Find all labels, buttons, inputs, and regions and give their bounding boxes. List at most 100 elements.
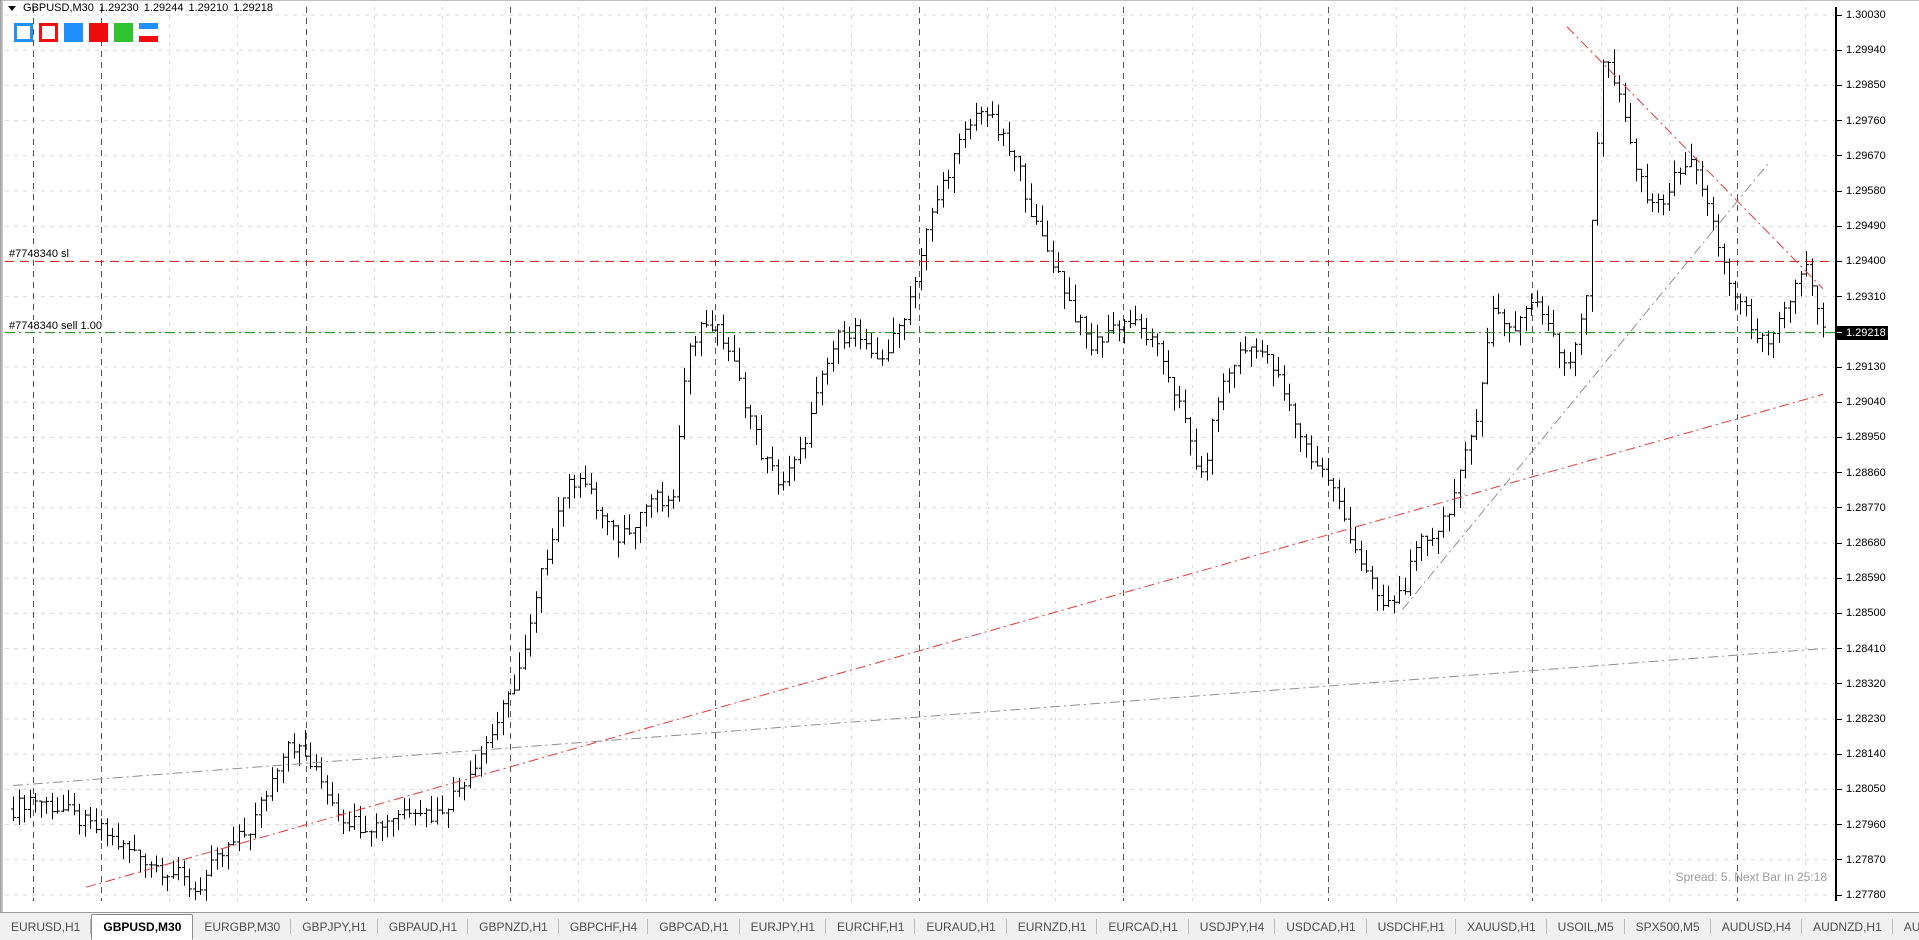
price-tick-value: 1.28770	[1846, 501, 1886, 514]
price-tick-label: 1.27870	[1837, 854, 1886, 866]
striped-flag-icon[interactable]	[139, 23, 158, 42]
tab-list: EURUSD,H1 GBPUSD,M30 EURGBP,M30 GBPJPY,H1 GB…	[0, 913, 1919, 940]
order-line-label[interactable]: #7748340 sl	[8, 248, 70, 261]
chart-object-toolbar	[14, 23, 158, 42]
chart-title-bar: GBPUSD,M30 1.29230 1.29244 1.29210 1.292…	[2, 1, 1919, 15]
price-tick-label: 1.28770	[1837, 502, 1886, 514]
trend-line[interactable]	[1566, 26, 1824, 290]
price-tick-mark	[1837, 401, 1842, 403]
tab-euraud-h1[interactable]: EURAUD,H1	[915, 913, 1008, 940]
price-tick-value: 1.28050	[1846, 783, 1886, 796]
chart-symbol-title: GBPUSD,M30	[23, 2, 94, 14]
price-tick-mark	[1837, 718, 1842, 720]
price-tick-value: 1.29850	[1846, 79, 1886, 92]
price-tick-value: 1.29490	[1846, 220, 1886, 233]
price-tick-value: 1.29760	[1846, 114, 1886, 127]
outline-blue-square-icon[interactable]	[14, 23, 33, 42]
filled-green-square-icon[interactable]	[114, 23, 133, 42]
tab-audnzd-h1[interactable]: AUDNZD,H1	[1802, 913, 1893, 940]
price-tick-value: 1.28590	[1846, 572, 1886, 585]
filled-red-square-icon[interactable]	[89, 23, 108, 42]
price-tick-mark	[1837, 225, 1842, 227]
price-tick-label: 1.28230	[1837, 713, 1886, 725]
tab-eurjpy-h1[interactable]: EURJPY,H1	[740, 913, 827, 940]
price-tick-label: 1.29400	[1837, 255, 1886, 267]
price-tick-label: 1.29940	[1837, 44, 1886, 56]
spread-status-text: Spread: 5. Next Bar in 25:18	[1675, 870, 1827, 884]
price-tick-mark	[1837, 753, 1842, 755]
price-tick-value: 1.28950	[1846, 431, 1886, 444]
price-axis[interactable]: 1.30030 1.29940 1.29850 1.29760 1.29670 1.295…	[1835, 7, 1919, 901]
price-tick-value: 1.28860	[1846, 466, 1886, 479]
tab-eurcad-h1[interactable]: EURCAD,H1	[1097, 913, 1190, 940]
tab-gbpusd-m30[interactable]: GBPUSD,M30	[91, 914, 194, 940]
price-tick-mark	[1837, 542, 1842, 544]
price-tick-value: 1.27870	[1846, 853, 1886, 866]
ohlc-open: 1.29230	[98, 2, 139, 14]
price-tick-label: 1.29760	[1837, 115, 1886, 127]
price-tick-value: 1.28140	[1846, 748, 1886, 761]
tab-audcad-daily[interactable]: AUDCAD,Daily	[1893, 913, 1919, 940]
ohlc-high: 1.29244	[143, 2, 184, 14]
price-tick-mark	[1837, 260, 1842, 262]
price-tick-mark	[1837, 120, 1842, 122]
price-tick-label: 1.28860	[1837, 467, 1886, 479]
price-tick-value: 1.30030	[1846, 9, 1886, 21]
price-tick-mark	[1837, 788, 1842, 790]
price-tick-label: 1.28950	[1837, 431, 1886, 443]
tab-spx500-m5[interactable]: SPX500,M5	[1625, 913, 1711, 940]
tab-gbpchf-h4[interactable]: GBPCHF,H4	[559, 913, 649, 940]
order-line-label[interactable]: #7748340 sell 1.00	[8, 319, 103, 332]
price-tick-label: 1.28050	[1837, 783, 1886, 795]
tab-eurnzd-h1[interactable]: EURNZD,H1	[1007, 913, 1098, 940]
price-tick-label: 1.27780	[1837, 889, 1886, 901]
price-tick-mark	[1837, 14, 1842, 16]
tab-usdcad-h1[interactable]: USDCAD,H1	[1275, 913, 1367, 940]
trend-line[interactable]	[1402, 163, 1769, 610]
price-tick-label: 1.28140	[1837, 748, 1886, 760]
outline-red-square-icon[interactable]	[39, 23, 58, 42]
price-tick-mark	[1837, 436, 1842, 438]
tab-eurgbp-m30[interactable]: EURGBP,M30	[193, 913, 292, 940]
price-tick-value: 1.29310	[1846, 290, 1886, 303]
price-tick-value: 1.29940	[1846, 44, 1886, 57]
price-tick-label: 1.29490	[1837, 220, 1886, 232]
price-tick-mark	[1837, 612, 1842, 614]
symbol-tab-bar[interactable]: EURUSD,H1 GBPUSD,M30 EURGBP,M30 GBPJPY,H1 GB…	[0, 912, 1919, 940]
tab-usoil-m5[interactable]: USOIL,M5	[1547, 913, 1625, 940]
price-tick-mark	[1837, 84, 1842, 86]
tab-gbpaud-h1[interactable]: GBPAUD,H1	[378, 913, 469, 940]
chart-plot-area[interactable]	[5, 7, 1837, 901]
price-tick-value: 1.29400	[1846, 255, 1886, 268]
trend-line[interactable]	[12, 648, 1824, 786]
price-tick-label: 1.29580	[1837, 185, 1886, 197]
tab-gbpjpy-h1[interactable]: GBPJPY,H1	[291, 913, 379, 940]
tab-xauusd-h1[interactable]: XAUUSD,H1	[1456, 913, 1547, 940]
price-tick-value: 1.29218	[1846, 326, 1886, 339]
tab-gbpcad-h1[interactable]: GBPCAD,H1	[648, 913, 740, 940]
tab-gbpnzd-h1[interactable]: GBPNZD,H1	[468, 913, 559, 940]
filled-blue-square-icon[interactable]	[64, 23, 83, 42]
tab-eurusd-h1[interactable]: EURUSD,H1	[0, 913, 92, 940]
current-price-label: 1.29218	[1837, 325, 1888, 340]
price-tick-mark	[1837, 49, 1842, 51]
price-chart-svg	[5, 7, 1837, 901]
price-tick-value: 1.29130	[1846, 361, 1886, 373]
price-tick-label: 1.28590	[1837, 572, 1886, 584]
price-tick-mark	[1837, 190, 1842, 192]
tab-usdchf-h1[interactable]: USDCHF,H1	[1367, 913, 1457, 940]
price-tick-label: 1.28500	[1837, 607, 1886, 619]
chart-window: GBPUSD,M30 1.29230 1.29244 1.29210 1.292…	[0, 0, 1919, 913]
trend-line[interactable]	[85, 393, 1824, 888]
price-tick-value: 1.29040	[1846, 396, 1886, 409]
price-tick-label: 1.29670	[1837, 150, 1886, 162]
collapse-arrow-icon[interactable]	[8, 5, 16, 11]
tab-eurchf-h1[interactable]: EURCHF,H1	[826, 913, 916, 940]
price-tick-mark	[1837, 155, 1842, 157]
price-tick-value: 1.27780	[1846, 889, 1886, 901]
price-tick-label: 1.28410	[1837, 643, 1886, 655]
tab-usdjpy-h4[interactable]: USDJPY,H4	[1189, 913, 1276, 940]
tab-audusd-h4[interactable]: AUDUSD,H4	[1711, 913, 1803, 940]
price-tick-label: 1.30030	[1837, 9, 1886, 21]
